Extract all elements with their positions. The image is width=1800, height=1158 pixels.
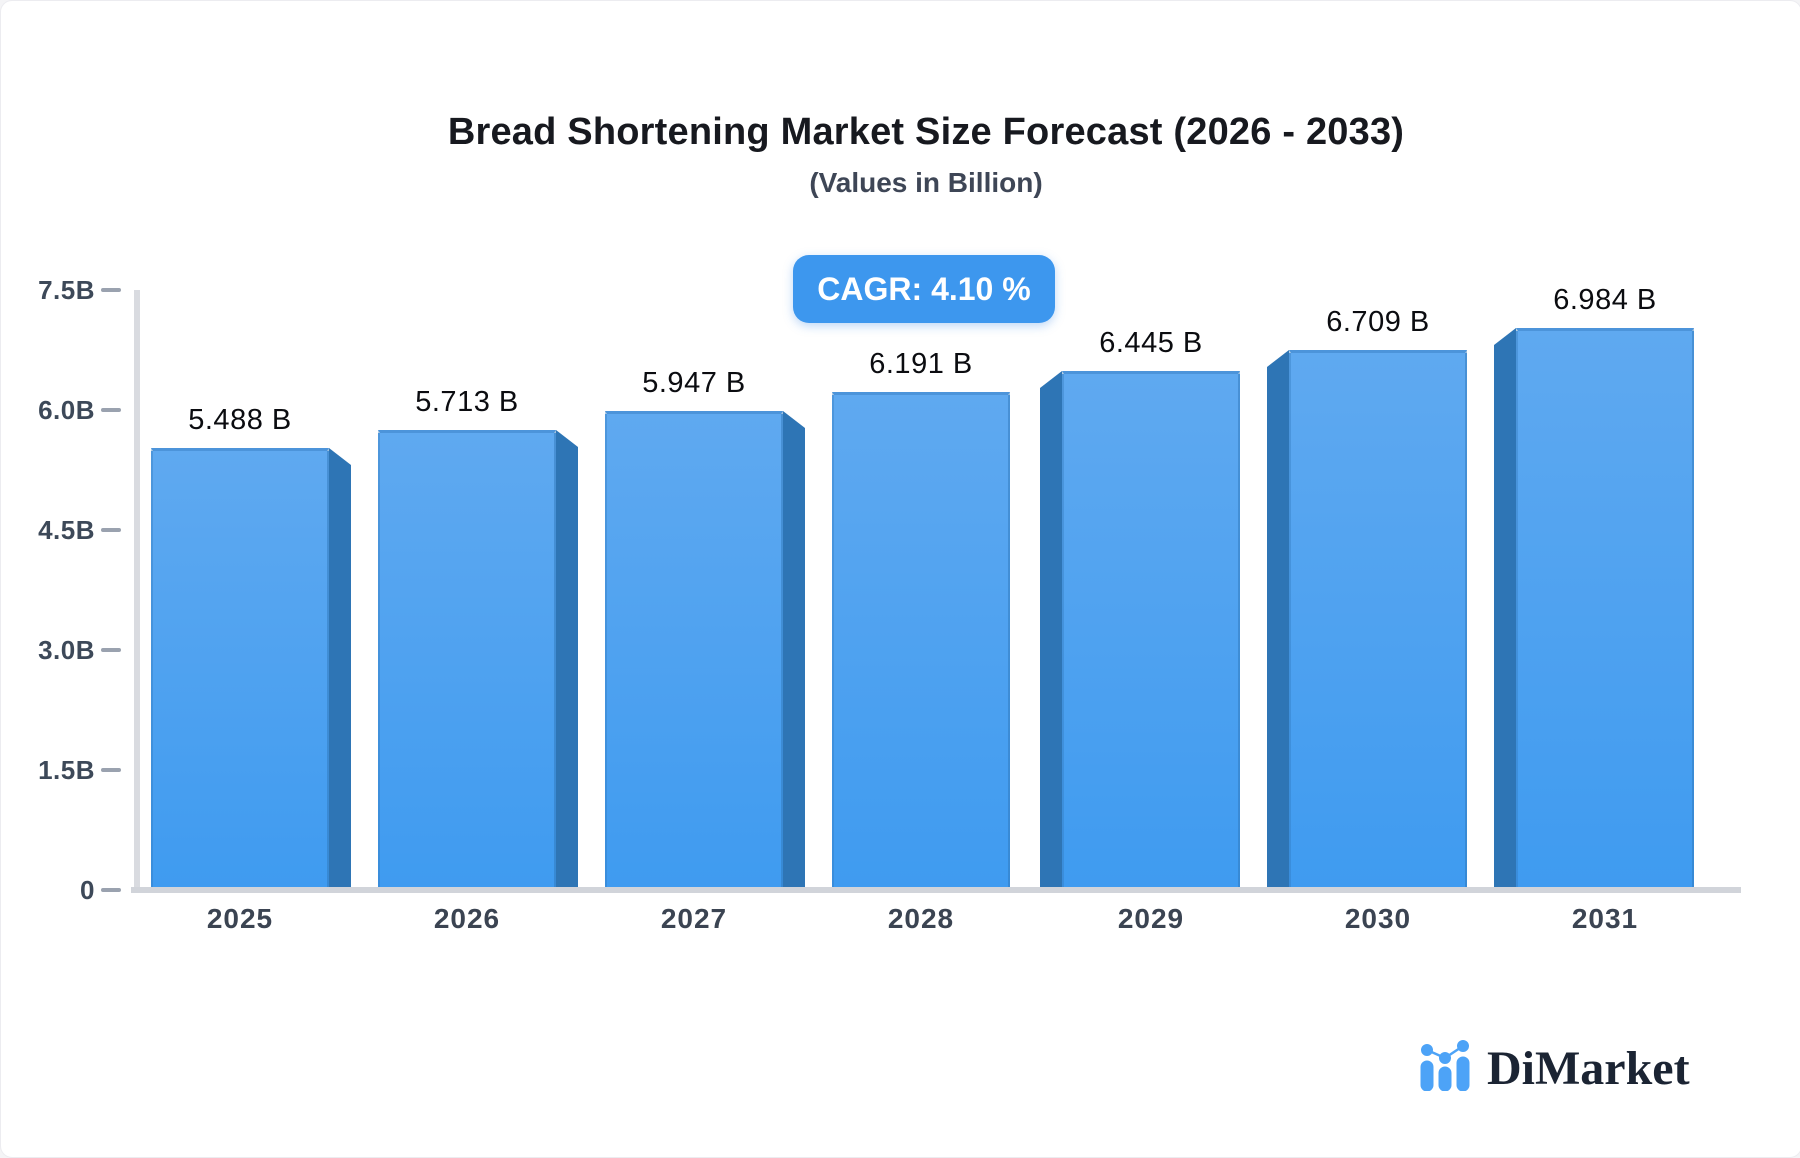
x-axis-label: 2027: [660, 903, 728, 934]
y-axis-tick-label: 3.0B: [38, 635, 95, 665]
bar-value-label: 6.191 B: [869, 348, 973, 380]
bar-side-2027: [783, 411, 805, 887]
bar-value-label: 5.947 B: [642, 367, 746, 399]
bar-value-label: 6.984 B: [1553, 284, 1657, 316]
bar-face-2028: [832, 392, 1010, 887]
bar-side-2031: [1494, 328, 1516, 887]
x-axis-label: 2029: [1117, 903, 1185, 934]
y-axis-tick-mark: [101, 888, 121, 892]
y-axis-tick-label: 1.5B: [38, 755, 95, 785]
chart-title: Bread Shortening Market Size Forecast (2…: [447, 111, 1405, 153]
x-axis-label: 2025: [206, 903, 274, 934]
cagr-badge: CAGR: 4.10 %: [793, 255, 1055, 323]
bar-value-label: 5.488 B: [188, 404, 292, 436]
bar-face-2029: [1062, 371, 1240, 887]
x-axis-label: 2028: [887, 903, 955, 934]
y-axis-line: [134, 290, 140, 887]
bar-face-2030: [1289, 350, 1467, 887]
bar-side-2030: [1267, 350, 1289, 887]
y-axis-tick-mark: [101, 528, 121, 532]
x-axis-label: 2026: [433, 903, 501, 934]
y-axis-tick-label: 0: [80, 875, 95, 905]
bar-side-2026: [556, 430, 578, 887]
brand-logo-text: DiMarket: [1487, 1042, 1690, 1095]
x-axis-label: 2030: [1344, 903, 1412, 934]
x-axis-baseline: [131, 887, 1741, 893]
y-axis-tick-mark: [101, 648, 121, 652]
bar-value-label: 5.713 B: [415, 386, 519, 418]
chart-subtitle: (Values in Billion): [809, 167, 1043, 198]
cagr-badge-label: CAGR: 4.10 %: [817, 270, 1031, 307]
bar-value-label: 6.709 B: [1326, 306, 1430, 338]
bar-chart-with-trend-dots-icon: [1420, 1040, 1470, 1091]
y-axis-tick-mark: [101, 408, 121, 412]
bar-face-2031: [1516, 328, 1694, 887]
y-axis-tick-label: 7.5B: [38, 275, 95, 305]
y-axis-tick-mark: [101, 768, 121, 772]
bar-value-label: 6.445 B: [1099, 327, 1203, 359]
y-axis-tick-label: 6.0B: [38, 395, 95, 425]
x-axis-label: 2031: [1571, 903, 1639, 934]
brand-logo: DiMarket: [1419, 1039, 1690, 1095]
y-axis-tick-label: 4.5B: [38, 515, 95, 545]
y-axis-tick-mark: [101, 288, 121, 292]
bar-face-2027: [605, 411, 783, 887]
bar-face-2025: [151, 448, 329, 887]
bar-side-2029: [1040, 371, 1062, 887]
bar-side-2025: [329, 448, 351, 887]
bar-face-2026: [378, 430, 556, 887]
